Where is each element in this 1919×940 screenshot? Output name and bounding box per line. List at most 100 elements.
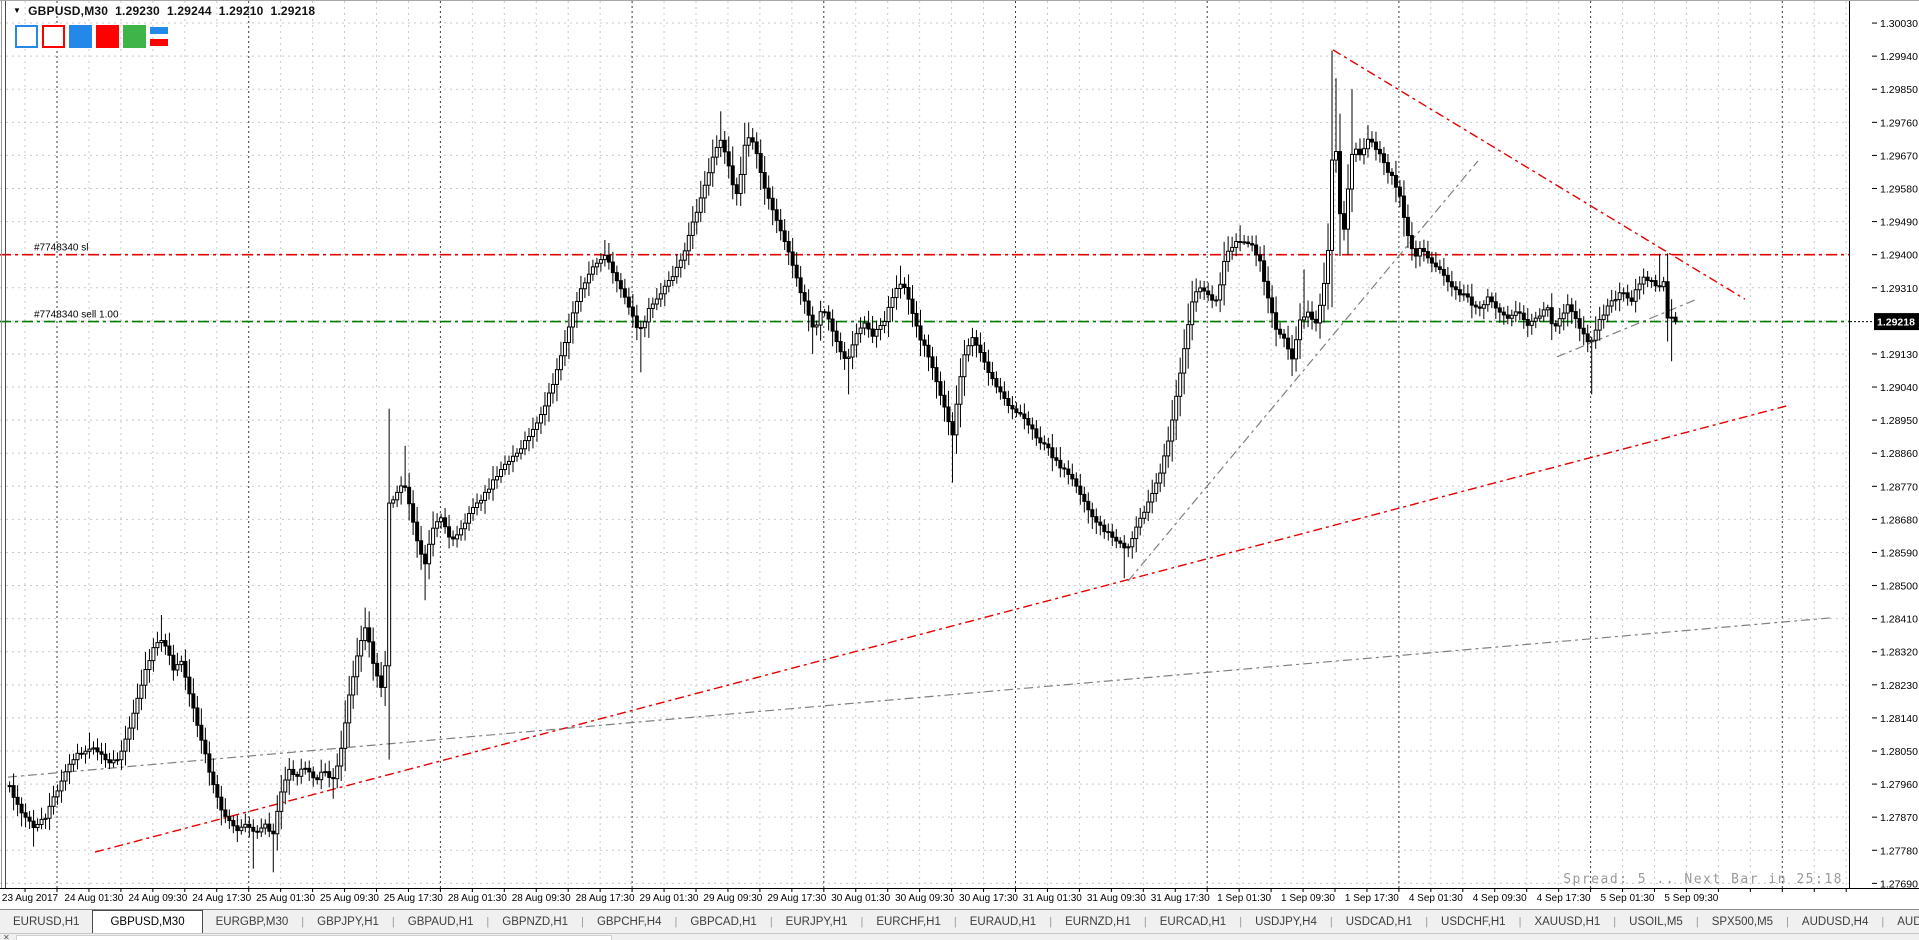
chart-tab-eurchf-h1[interactable]: EURCHF,H1: [876, 916, 941, 928]
svg-text:1.29310: 1.29310: [1880, 283, 1918, 295]
svg-text:1.29850: 1.29850: [1880, 84, 1918, 96]
svg-text:4 Sep 01:30: 4 Sep 01:30: [1409, 893, 1463, 904]
svg-text:31 Aug 09:30: 31 Aug 09:30: [1087, 893, 1146, 904]
chart-tab-bar: EURUSD,H1 GBPUSD,M30 EURGBP,M30 | GBPJPY,H1 |…: [0, 909, 1919, 934]
svg-text:1.27870: 1.27870: [1880, 812, 1918, 824]
toolbar-grip-icon: ✕: [3, 933, 10, 940]
chart-tab-eurnzd-h1[interactable]: EURNZD,H1: [1065, 916, 1131, 928]
chart-tab-usoil-m5[interactable]: USOIL,M5: [1629, 916, 1683, 928]
svg-text:1.28950: 1.28950: [1880, 415, 1918, 427]
chevron-down-icon[interactable]: ▼: [13, 5, 22, 15]
tab-separator: |: [860, 916, 864, 928]
svg-text:#7748340 sell 1.00: #7748340 sell 1.00: [34, 310, 119, 321]
rect-outline-red-swatch[interactable]: [42, 25, 65, 48]
chart-canvas[interactable]: #7748340 sl #7748340 sell 1.00 Spread: 5 .…: [0, 1, 1919, 909]
tab-separator: |: [1049, 916, 1053, 928]
chart-tab-usdchf-h1[interactable]: USDCHF,H1: [1441, 916, 1506, 928]
svg-text:Spread: 5 .. Next Bar in 25:18: Spread: 5 .. Next Bar in 25:18: [1563, 872, 1843, 887]
chart-tab-usdjpy-h4[interactable]: USDJPY,H4: [1255, 916, 1317, 928]
chart-tab-spx500-m5[interactable]: SPX500,M5: [1711, 916, 1774, 928]
svg-text:#7748340 sl: #7748340 sl: [34, 243, 89, 254]
svg-text:1.29760: 1.29760: [1880, 117, 1918, 129]
tab-separator: |: [581, 916, 584, 928]
svg-text:4 Sep 09:30: 4 Sep 09:30: [1473, 893, 1527, 904]
tab-separator: |: [1518, 916, 1522, 928]
svg-text:5 Sep 01:30: 5 Sep 01:30: [1601, 893, 1655, 904]
svg-text:1.28500: 1.28500: [1880, 581, 1918, 593]
chart-tab-gbpcad-h1[interactable]: GBPCAD,H1: [690, 916, 757, 928]
chart-tab-euraud-h1[interactable]: EURAUD,H1: [969, 916, 1037, 928]
chart-tab-audnzd-h1[interactable]: AUDNZD,H1: [1897, 916, 1919, 928]
svg-text:25 Aug 17:30: 25 Aug 17:30: [384, 893, 443, 904]
svg-text:1.28770: 1.28770: [1880, 481, 1918, 493]
svg-text:1.27960: 1.27960: [1880, 779, 1918, 791]
color-swatch-toolbar: [15, 25, 168, 48]
svg-text:1.29130: 1.29130: [1880, 349, 1918, 361]
tab-separator: |: [1329, 916, 1333, 928]
svg-text:1.28320: 1.28320: [1880, 647, 1918, 659]
tab-separator: |: [769, 916, 773, 928]
svg-text:28 Aug 09:30: 28 Aug 09:30: [512, 893, 571, 904]
svg-text:5 Sep 09:30: 5 Sep 09:30: [1664, 893, 1718, 904]
svg-text:31 Aug 17:30: 31 Aug 17:30: [1151, 893, 1210, 904]
chart-tab-usdcad-h1[interactable]: USDCAD,H1: [1345, 916, 1413, 928]
chart-tab-audusd-h4[interactable]: AUDUSD,H4: [1801, 916, 1869, 928]
svg-text:30 Aug 01:30: 30 Aug 01:30: [831, 893, 890, 904]
chart-tab-eurjpy-h1[interactable]: EURJPY,H1: [785, 916, 848, 928]
chart-tab-eurcad-h1[interactable]: EURCAD,H1: [1159, 916, 1227, 928]
svg-text:1.28590: 1.28590: [1880, 547, 1918, 559]
tab-separator: |: [391, 916, 395, 928]
svg-text:1.29670: 1.29670: [1880, 150, 1918, 162]
svg-text:1.28140: 1.28140: [1880, 713, 1918, 725]
chart-tab-gbpaud-h1[interactable]: GBPAUD,H1: [407, 916, 474, 928]
fill-green-swatch[interactable]: [123, 25, 146, 48]
svg-text:28 Aug 17:30: 28 Aug 17:30: [576, 893, 635, 904]
chart-tab-xauusd-h1[interactable]: XAUUSD,H1: [1534, 916, 1601, 928]
svg-text:25 Aug 01:30: 25 Aug 01:30: [256, 893, 315, 904]
svg-text:1 Sep 09:30: 1 Sep 09:30: [1281, 893, 1335, 904]
tab-separator: |: [1143, 916, 1147, 928]
tab-separator: |: [301, 916, 305, 928]
chart-tab-gbpjpy-h1[interactable]: GBPJPY,H1: [317, 916, 379, 928]
svg-text:1.28410: 1.28410: [1880, 614, 1918, 626]
fill-red-swatch[interactable]: [96, 25, 119, 48]
bars-blue-red-swatch[interactable]: [150, 26, 168, 47]
svg-text:1.29490: 1.29490: [1880, 217, 1918, 229]
tab-separator: |: [1425, 916, 1429, 928]
status-bar: ✕: [0, 933, 1919, 940]
chart-tab-eurusd-h1[interactable]: EURUSD,H1: [13, 916, 80, 928]
fill-blue-swatch[interactable]: [69, 25, 92, 48]
svg-text:1.27780: 1.27780: [1880, 845, 1918, 857]
quote-close: 1.29218: [270, 4, 316, 18]
tab-separator: |: [1239, 916, 1243, 928]
svg-text:1 Sep 01:30: 1 Sep 01:30: [1217, 893, 1271, 904]
chart-tab-gbpnzd-h1[interactable]: GBPNZD,H1: [502, 916, 569, 928]
tab-separator: |: [1613, 916, 1617, 928]
svg-text:30 Aug 09:30: 30 Aug 09:30: [895, 893, 954, 904]
svg-text:1.28860: 1.28860: [1880, 448, 1918, 460]
status-field: [16, 935, 612, 940]
tab-separator: |: [486, 916, 490, 928]
svg-text:1.30030: 1.30030: [1880, 18, 1918, 30]
symbol-header: ▼ GBPUSD,M30 1.29230 1.29244 1.29210 1.2…: [13, 4, 315, 18]
svg-text:23 Aug 2017: 23 Aug 2017: [2, 893, 59, 904]
svg-text:1.27690: 1.27690: [1880, 878, 1918, 890]
svg-text:29 Aug 01:30: 29 Aug 01:30: [640, 893, 699, 904]
svg-text:1.28230: 1.28230: [1880, 680, 1918, 692]
svg-text:1.29040: 1.29040: [1880, 382, 1918, 394]
quote-high: 1.29244: [166, 4, 212, 18]
quote-low: 1.29210: [218, 4, 264, 18]
tab-separator: |: [1881, 916, 1885, 928]
svg-text:25 Aug 09:30: 25 Aug 09:30: [320, 893, 379, 904]
tab-separator: |: [953, 916, 957, 928]
chart-tab-eurgbp-m30[interactable]: EURGBP,M30: [215, 916, 289, 928]
svg-text:4 Sep 17:30: 4 Sep 17:30: [1537, 893, 1591, 904]
svg-text:1.29940: 1.29940: [1880, 51, 1918, 63]
tab-separator: |: [674, 916, 678, 928]
svg-text:1.29580: 1.29580: [1880, 184, 1918, 196]
rect-outline-blue-swatch[interactable]: [15, 25, 38, 48]
chart-tab-gbpchf-h4[interactable]: GBPCHF,H4: [596, 916, 662, 928]
svg-text:29 Aug 09:30: 29 Aug 09:30: [703, 893, 762, 904]
chart-tab-gbpusd-m30[interactable]: GBPUSD,M30: [92, 910, 203, 934]
svg-text:1.28680: 1.28680: [1880, 514, 1918, 526]
